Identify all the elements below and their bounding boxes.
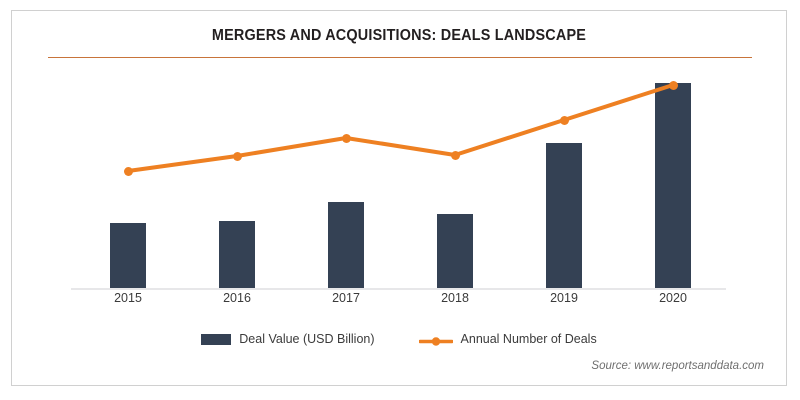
bar-2020[interactable] (655, 83, 691, 288)
line-marker-swatch-icon (417, 334, 454, 346)
x-tick-2020: 2020 (659, 291, 687, 305)
chart-legend: Deal Value (USD Billion) Annual Number o… (12, 332, 786, 346)
x-tick-2019: 2019 (550, 291, 578, 305)
chart-figure: MERGERS AND ACQUISITIONS: DEALS LANDSCAP… (11, 10, 787, 386)
line-marker-2020[interactable] (668, 80, 678, 90)
bar-2015[interactable] (110, 223, 146, 288)
x-axis-line (71, 288, 726, 290)
line-marker-2019[interactable] (559, 115, 569, 125)
legend-label-annual-deals: Annual Number of Deals (460, 332, 597, 346)
legend-label-deal-value: Deal Value (USD Billion) (239, 332, 375, 346)
chart-title: MERGERS AND ACQUISITIONS: DEALS LANDSCAP… (211, 27, 587, 44)
bar-2016[interactable] (219, 221, 255, 288)
source-attribution: Source: www.reportsanddata.com (591, 360, 764, 372)
plot-area: 2015 2016 2017 2018 2019 2020 (12, 11, 788, 387)
x-tick-2015: 2015 (114, 291, 142, 305)
line-marker-2016[interactable] (232, 151, 242, 161)
bar-swatch-icon (201, 333, 232, 345)
bar-2017[interactable] (328, 202, 364, 288)
x-tick-2016: 2016 (223, 291, 251, 305)
title-underline-rule (48, 57, 752, 58)
legend-item-deal-value[interactable]: Deal Value (USD Billion) (201, 332, 375, 346)
line-marker-2017[interactable] (341, 133, 351, 143)
bar-2019[interactable] (546, 143, 582, 288)
x-tick-2018: 2018 (441, 291, 469, 305)
legend-item-annual-deals[interactable]: Annual Number of Deals (417, 332, 597, 346)
bar-2018[interactable] (437, 214, 473, 288)
line-marker-2015[interactable] (123, 166, 133, 176)
x-tick-2017: 2017 (332, 291, 360, 305)
line-marker-2018[interactable] (450, 150, 460, 160)
